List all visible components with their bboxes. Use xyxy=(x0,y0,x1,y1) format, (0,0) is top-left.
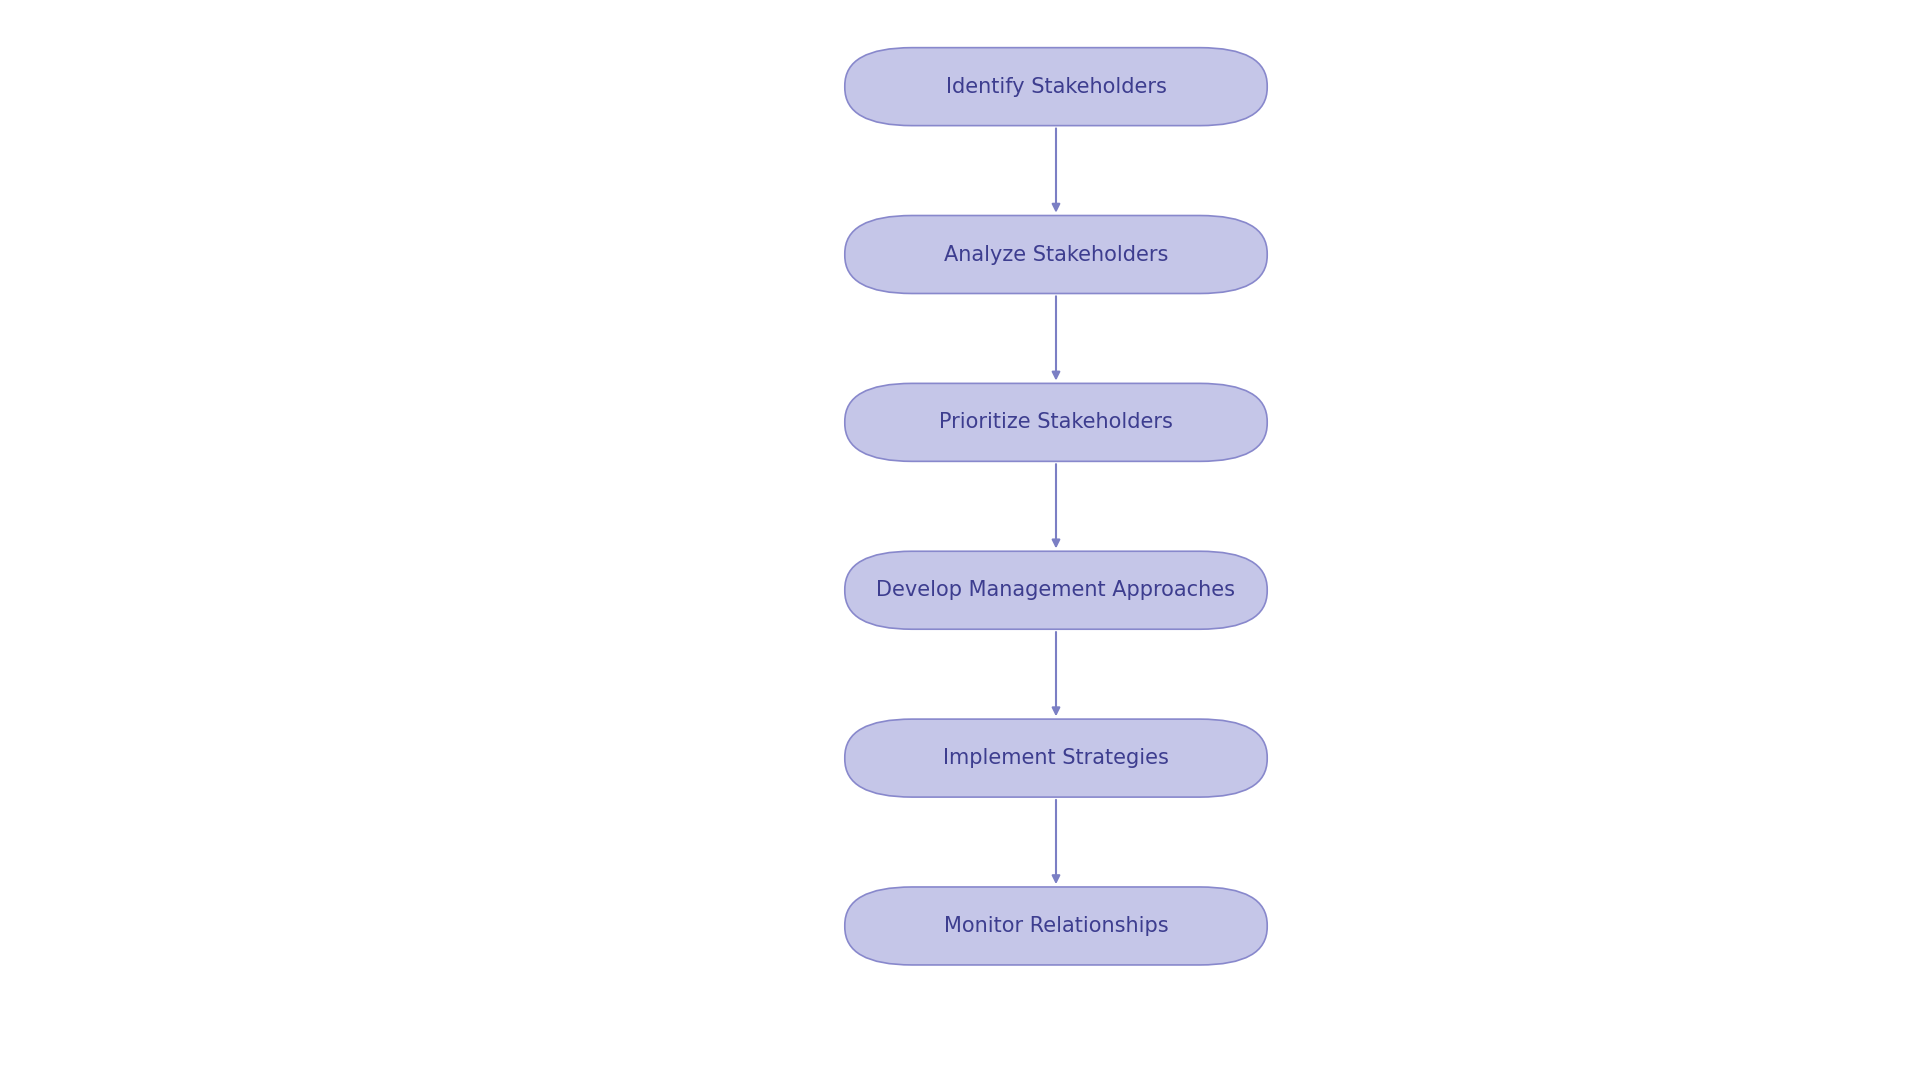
FancyBboxPatch shape xyxy=(845,551,1267,629)
FancyBboxPatch shape xyxy=(845,216,1267,293)
FancyBboxPatch shape xyxy=(845,48,1267,126)
Text: Analyze Stakeholders: Analyze Stakeholders xyxy=(945,245,1167,264)
Text: Implement Strategies: Implement Strategies xyxy=(943,748,1169,768)
Text: Prioritize Stakeholders: Prioritize Stakeholders xyxy=(939,413,1173,432)
Text: Identify Stakeholders: Identify Stakeholders xyxy=(945,77,1167,96)
FancyBboxPatch shape xyxy=(845,719,1267,797)
FancyBboxPatch shape xyxy=(845,383,1267,461)
Text: Monitor Relationships: Monitor Relationships xyxy=(945,916,1167,936)
FancyBboxPatch shape xyxy=(845,887,1267,965)
Text: Develop Management Approaches: Develop Management Approaches xyxy=(877,580,1235,600)
